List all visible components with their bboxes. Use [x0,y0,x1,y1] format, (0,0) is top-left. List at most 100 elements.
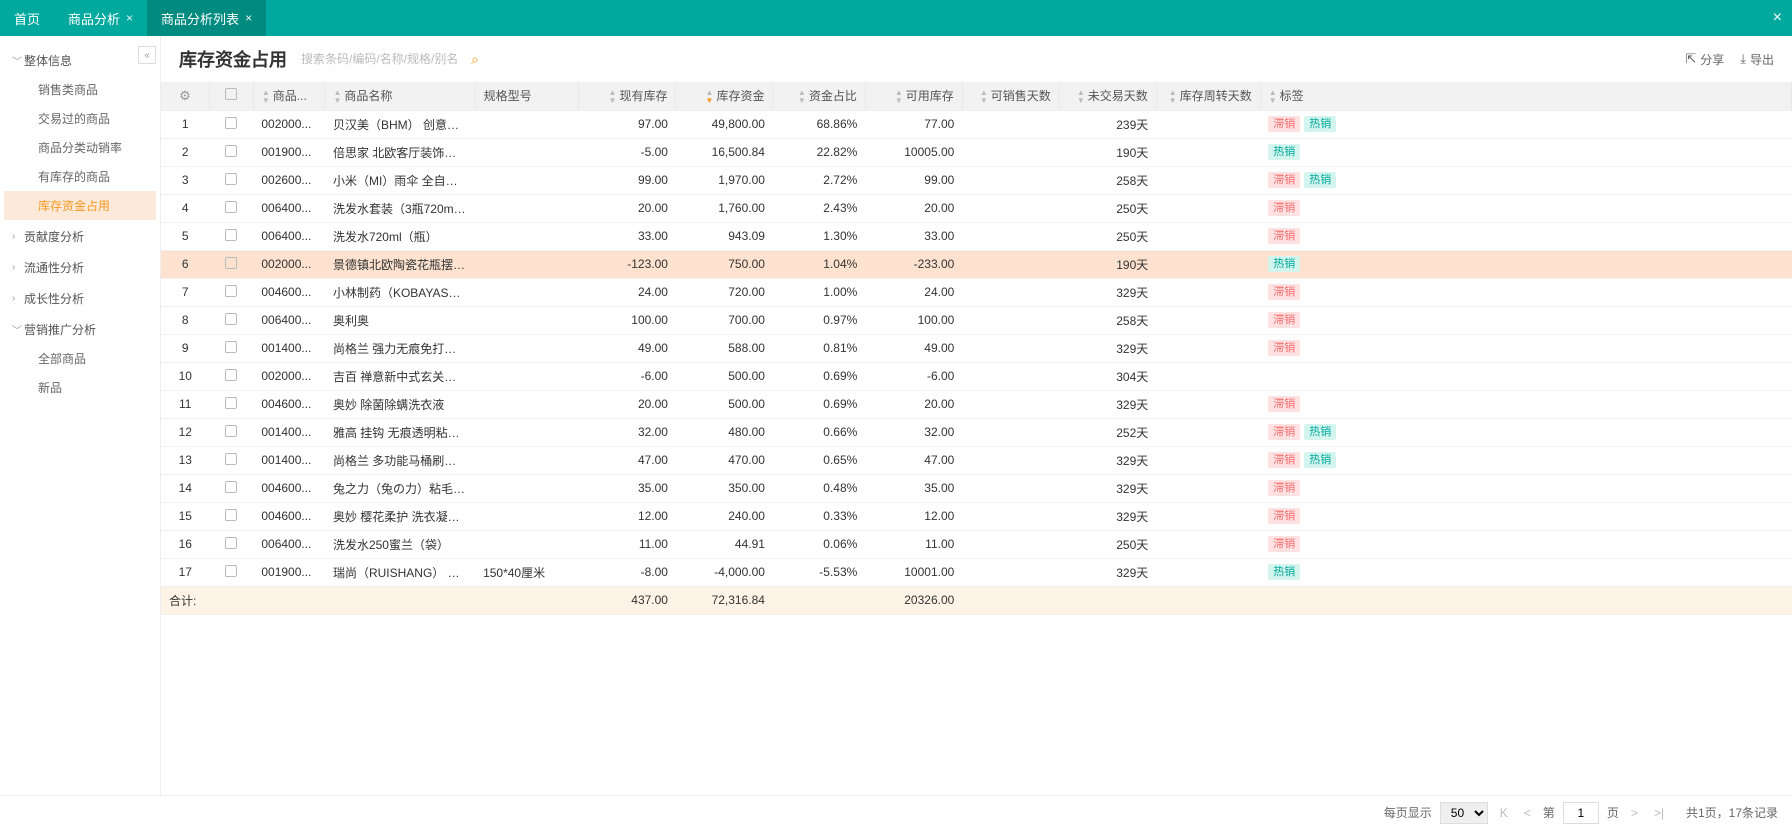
column-header-amount[interactable]: ▲▼库存资金 [676,82,773,110]
table-row[interactable]: 5006400...洗发水720ml（瓶）33.00943.091.30%33.… [161,222,1792,250]
row-checkbox[interactable] [225,285,237,297]
row-checkbox[interactable] [225,509,237,521]
search-icon[interactable]: ⌕ [471,51,479,68]
cell-nodeal: 329天 [1059,446,1156,474]
cell-avail: 12.00 [865,502,962,530]
tab-close-icon[interactable]: × [245,11,252,25]
nav-group-header[interactable]: ﹀营销推广分析 [4,315,156,344]
share-button[interactable]: ⇱ 分享 [1685,51,1724,68]
table-row[interactable]: 1002000...贝汉美（BHM） 创意北欧97.0049,800.0068.… [161,110,1792,138]
table-row[interactable]: 11004600...奥妙 除菌除螨洗衣液20.00500.000.69%20.… [161,390,1792,418]
last-page-button[interactable]: >| [1650,806,1668,820]
row-checkbox[interactable] [225,145,237,157]
tag-hot: 热销 [1304,116,1336,132]
tag-slow: 滞销 [1268,116,1300,132]
gear-icon[interactable]: ⚙ [179,88,191,103]
table-row[interactable]: 12001400...雅高 挂钩 无痕透明粘钩 强32.00480.000.66… [161,418,1792,446]
row-checkbox[interactable] [225,481,237,493]
nav-item[interactable]: 销售类商品 [4,75,156,104]
column-header-stock[interactable]: ▲▼现有库存 [579,82,676,110]
table-row[interactable]: 14004600...兔之力（兔の力）粘毛器粘35.00350.000.48%3… [161,474,1792,502]
nav-group-label: 成长性分析 [24,290,84,307]
page-header: 库存资金占用 ⌕ ⇱ 分享 ⤓ 导出 [161,36,1792,82]
next-page-button[interactable]: > [1627,806,1642,820]
table-scroll-area[interactable]: ⚙▲▼商品...▲▼商品名称规格型号▲▼现有库存▲▼库存资金▲▼资金占比▲▼可用… [161,82,1792,795]
row-checkbox[interactable] [225,229,237,241]
tab-close-icon[interactable]: × [126,11,133,25]
cell-ratio: 0.06% [773,530,865,558]
tag-slow: 滞销 [1268,396,1300,412]
nav-group-header[interactable]: ›贡献度分析 [4,222,156,251]
cell-code: 001400... [253,446,325,474]
nav-group-label: 营销推广分析 [24,321,96,338]
cell-nodeal: 250天 [1059,194,1156,222]
row-checkbox[interactable] [225,453,237,465]
select-all-checkbox[interactable] [225,88,237,100]
table-row[interactable]: 2001900...倍思家 北欧客厅装饰画卧室-5.0016,500.8422.… [161,138,1792,166]
table-row[interactable]: 17001900...瑞尚（RUISHANG） 卧室150*40厘米-8.00-… [161,558,1792,586]
row-checkbox[interactable] [225,173,237,185]
chevron-right-icon: › [12,231,24,242]
row-checkbox[interactable] [225,117,237,129]
top-tab[interactable]: 商品分析× [54,0,147,36]
prev-page-button[interactable]: < [1520,806,1535,820]
row-checkbox[interactable] [225,201,237,213]
table-row[interactable]: 15004600...奥妙 樱花柔护 洗衣凝珠 1012.00240.000.3… [161,502,1792,530]
export-button[interactable]: ⤓ 导出 [1740,51,1774,68]
row-checkbox[interactable] [225,369,237,381]
nav-group-header[interactable]: ›流通性分析 [4,253,156,282]
nav-item[interactable]: 库存资金占用 [4,191,156,220]
column-header-tags[interactable]: ▲▼标签 [1260,82,1791,110]
column-header-avail[interactable]: ▲▼可用库存 [865,82,962,110]
per-page-select[interactable]: 50 [1440,802,1488,824]
table-row[interactable]: 8006400...奥利奥100.00700.000.97%100.00258天… [161,306,1792,334]
table-row[interactable]: 9001400...尚格兰 强力无痕免打孔浴室49.00588.000.81%4… [161,334,1792,362]
column-header-ratio[interactable]: ▲▼资金占比 [773,82,865,110]
row-checkbox[interactable] [225,257,237,269]
table-row[interactable]: 6002000...景德镇北欧陶瓷花瓶摆件 仗-123.00750.001.04… [161,250,1792,278]
row-checkbox[interactable] [225,313,237,325]
column-header-turndays[interactable]: ▲▼库存周转天数 [1156,82,1260,110]
cell-ratio: 0.69% [773,362,865,390]
row-checkbox[interactable] [225,425,237,437]
top-tab[interactable]: 首页 [0,0,54,36]
table-row[interactable]: 13001400...尚格兰 多功能马桶刷套装 F47.00470.000.65… [161,446,1792,474]
table-row[interactable]: 7004600...小林制药（KOBAYASHI）E24.00720.001.0… [161,278,1792,306]
table-row[interactable]: 4006400...洗发水套装（3瓶720ml+120.001,760.002.… [161,194,1792,222]
cell-saledays [962,306,1059,334]
column-header-saledays[interactable]: ▲▼可销售天数 [962,82,1059,110]
cell-tags: 滞销 [1260,194,1791,222]
first-page-button[interactable]: K [1496,806,1512,820]
nav-item[interactable]: 新品 [4,373,156,402]
nav-item[interactable]: 交易过的商品 [4,104,156,133]
tags-wrap: 滞销 [1268,396,1783,412]
cell-avail: 24.00 [865,278,962,306]
column-header-code[interactable]: ▲▼商品... [253,82,325,110]
share-label: 分享 [1700,51,1724,68]
cell-nodeal: 258天 [1059,166,1156,194]
close-all-tabs-icon[interactable]: × [1773,9,1782,27]
total-ratio [773,586,865,614]
column-header-nodeal[interactable]: ▲▼未交易天数 [1059,82,1156,110]
table-row[interactable]: 10002000...吉百 禅意新中式玄关摆件客-6.00500.000.69%… [161,362,1792,390]
nav-item[interactable]: 全部商品 [4,344,156,373]
row-checkbox[interactable] [225,397,237,409]
cell-code: 002000... [253,250,325,278]
nav-item[interactable]: 有库存的商品 [4,162,156,191]
cell-saledays [962,110,1059,138]
collapse-sidebar-button[interactable]: « [138,46,156,64]
table-row[interactable]: 16006400...洗发水250蜜兰（袋）11.0044.910.06%11.… [161,530,1792,558]
nav-group-header[interactable]: ›成长性分析 [4,284,156,313]
page-input[interactable] [1563,802,1599,824]
cell-code: 004600... [253,502,325,530]
table-row[interactable]: 3002600...小米（MI）雨伞 全自动折叠99.001,970.002.7… [161,166,1792,194]
column-header-name[interactable]: ▲▼商品名称 [325,82,475,110]
nav-item[interactable]: 商品分类动销率 [4,133,156,162]
top-tab[interactable]: 商品分析列表× [147,0,266,36]
row-checkbox[interactable] [225,565,237,577]
row-checkbox[interactable] [225,537,237,549]
cell-avail: 20.00 [865,194,962,222]
search-input[interactable] [301,52,471,66]
row-checkbox[interactable] [225,341,237,353]
nav-group-header[interactable]: ﹀整体信息 [4,46,156,75]
